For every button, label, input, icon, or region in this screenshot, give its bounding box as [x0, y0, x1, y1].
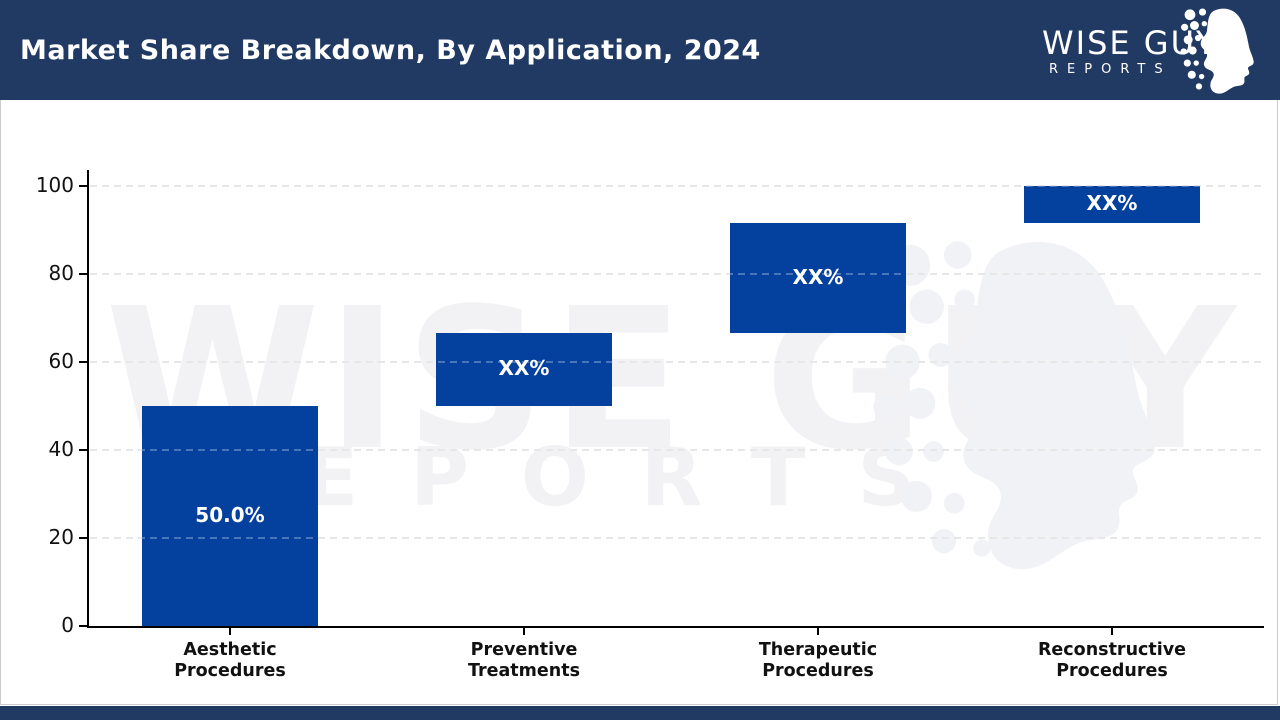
brand-face-icon: [1180, 8, 1254, 94]
brand-logo-subtext: REPORTS: [1049, 62, 1172, 77]
page-title: Market Share Breakdown, By Application, …: [20, 34, 761, 66]
brand-logo: WISE GUY REPORTS: [1002, 0, 1272, 100]
header-bar: Market Share Breakdown, By Application, …: [0, 0, 1280, 100]
watermark-reports-text: REPORTS: [190, 431, 968, 524]
watermark-face-graphic: [873, 241, 1155, 570]
footer-bar: [0, 706, 1280, 720]
